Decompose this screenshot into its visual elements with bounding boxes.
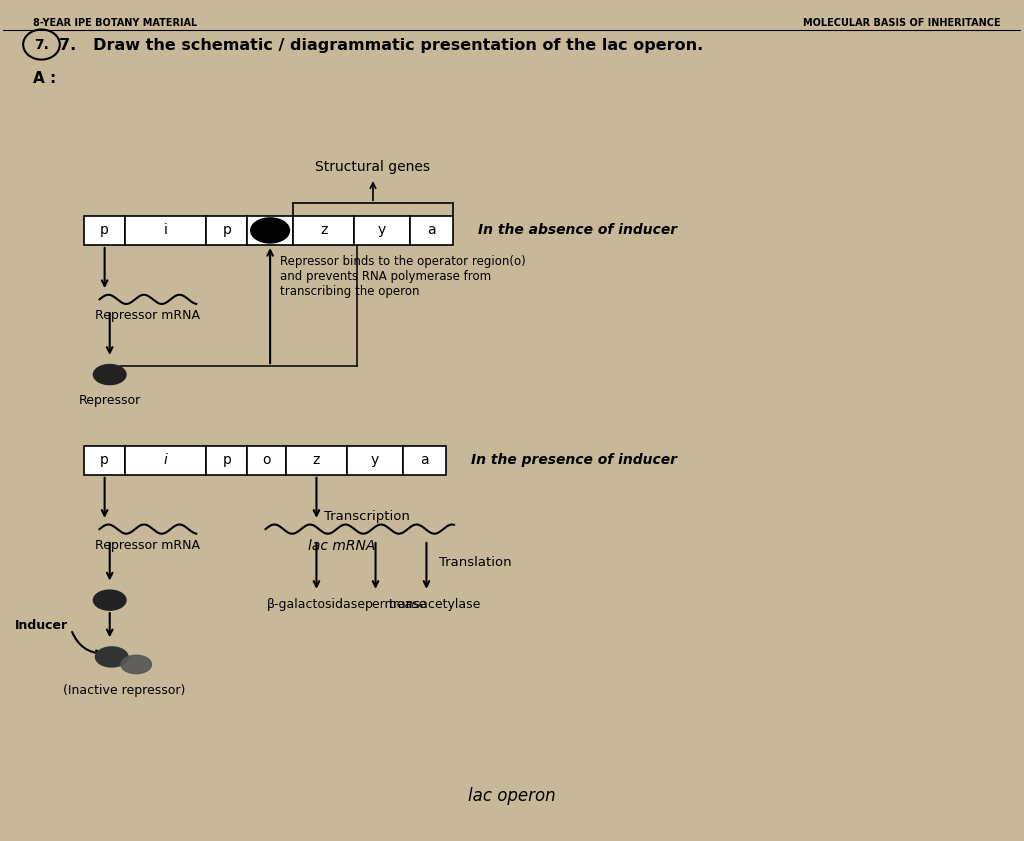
Bar (247, 216, 293, 245)
Text: a: a (420, 453, 429, 468)
Bar (207, 216, 247, 245)
Text: Structural genes: Structural genes (315, 160, 430, 174)
Text: y: y (371, 453, 379, 468)
Text: lac mRNA: lac mRNA (308, 539, 376, 553)
Text: (Inactive repressor): (Inactive repressor) (62, 684, 185, 696)
Bar (84, 446, 125, 475)
Text: Inducer: Inducer (15, 619, 69, 632)
Text: Repressor mRNA: Repressor mRNA (95, 539, 200, 553)
Text: p: p (100, 224, 110, 237)
Bar (247, 446, 286, 475)
Ellipse shape (121, 655, 152, 674)
Bar (125, 216, 207, 245)
Text: 7.   Draw the schematic / diagrammatic presentation of the lac operon.: 7. Draw the schematic / diagrammatic pre… (58, 38, 703, 53)
Ellipse shape (251, 218, 290, 243)
Text: lac operon: lac operon (468, 787, 556, 806)
Text: 7.: 7. (34, 38, 49, 51)
Text: In the absence of inducer: In the absence of inducer (478, 224, 678, 237)
Bar (286, 446, 347, 475)
Bar (403, 446, 445, 475)
Bar (125, 446, 207, 475)
Text: Repressor: Repressor (79, 394, 141, 407)
Bar (207, 446, 247, 475)
Text: i: i (164, 453, 168, 468)
Text: Translation: Translation (438, 556, 511, 569)
Text: A :: A : (34, 71, 56, 87)
Text: a: a (427, 224, 436, 237)
Bar (84, 216, 125, 245)
Bar (347, 446, 403, 475)
Text: z: z (319, 224, 328, 237)
Text: β-galactosidase: β-galactosidase (267, 598, 366, 611)
Text: p: p (222, 453, 231, 468)
Ellipse shape (93, 590, 126, 611)
Ellipse shape (93, 364, 126, 384)
Text: 8-YEAR IPE BOTANY MATERIAL: 8-YEAR IPE BOTANY MATERIAL (34, 18, 198, 28)
Bar (354, 216, 411, 245)
Text: Transcription: Transcription (325, 510, 411, 523)
Text: In the presence of inducer: In the presence of inducer (471, 453, 677, 468)
Text: permease: permease (365, 598, 427, 611)
Text: Repressor mRNA: Repressor mRNA (95, 309, 200, 322)
Text: p: p (222, 224, 231, 237)
Text: transacetylase: transacetylase (388, 598, 481, 611)
Text: z: z (312, 453, 321, 468)
Text: i: i (164, 224, 168, 237)
Text: Repressor binds to the operator region(o)
and prevents RNA polymerase from
trans: Repressor binds to the operator region(o… (281, 255, 526, 298)
Bar (293, 216, 354, 245)
Text: p: p (100, 453, 110, 468)
Text: y: y (378, 224, 386, 237)
Text: o: o (262, 453, 270, 468)
Bar (411, 216, 453, 245)
Text: MOLECULAR BASIS OF INHERITANCE: MOLECULAR BASIS OF INHERITANCE (803, 18, 1000, 28)
Ellipse shape (95, 647, 128, 667)
